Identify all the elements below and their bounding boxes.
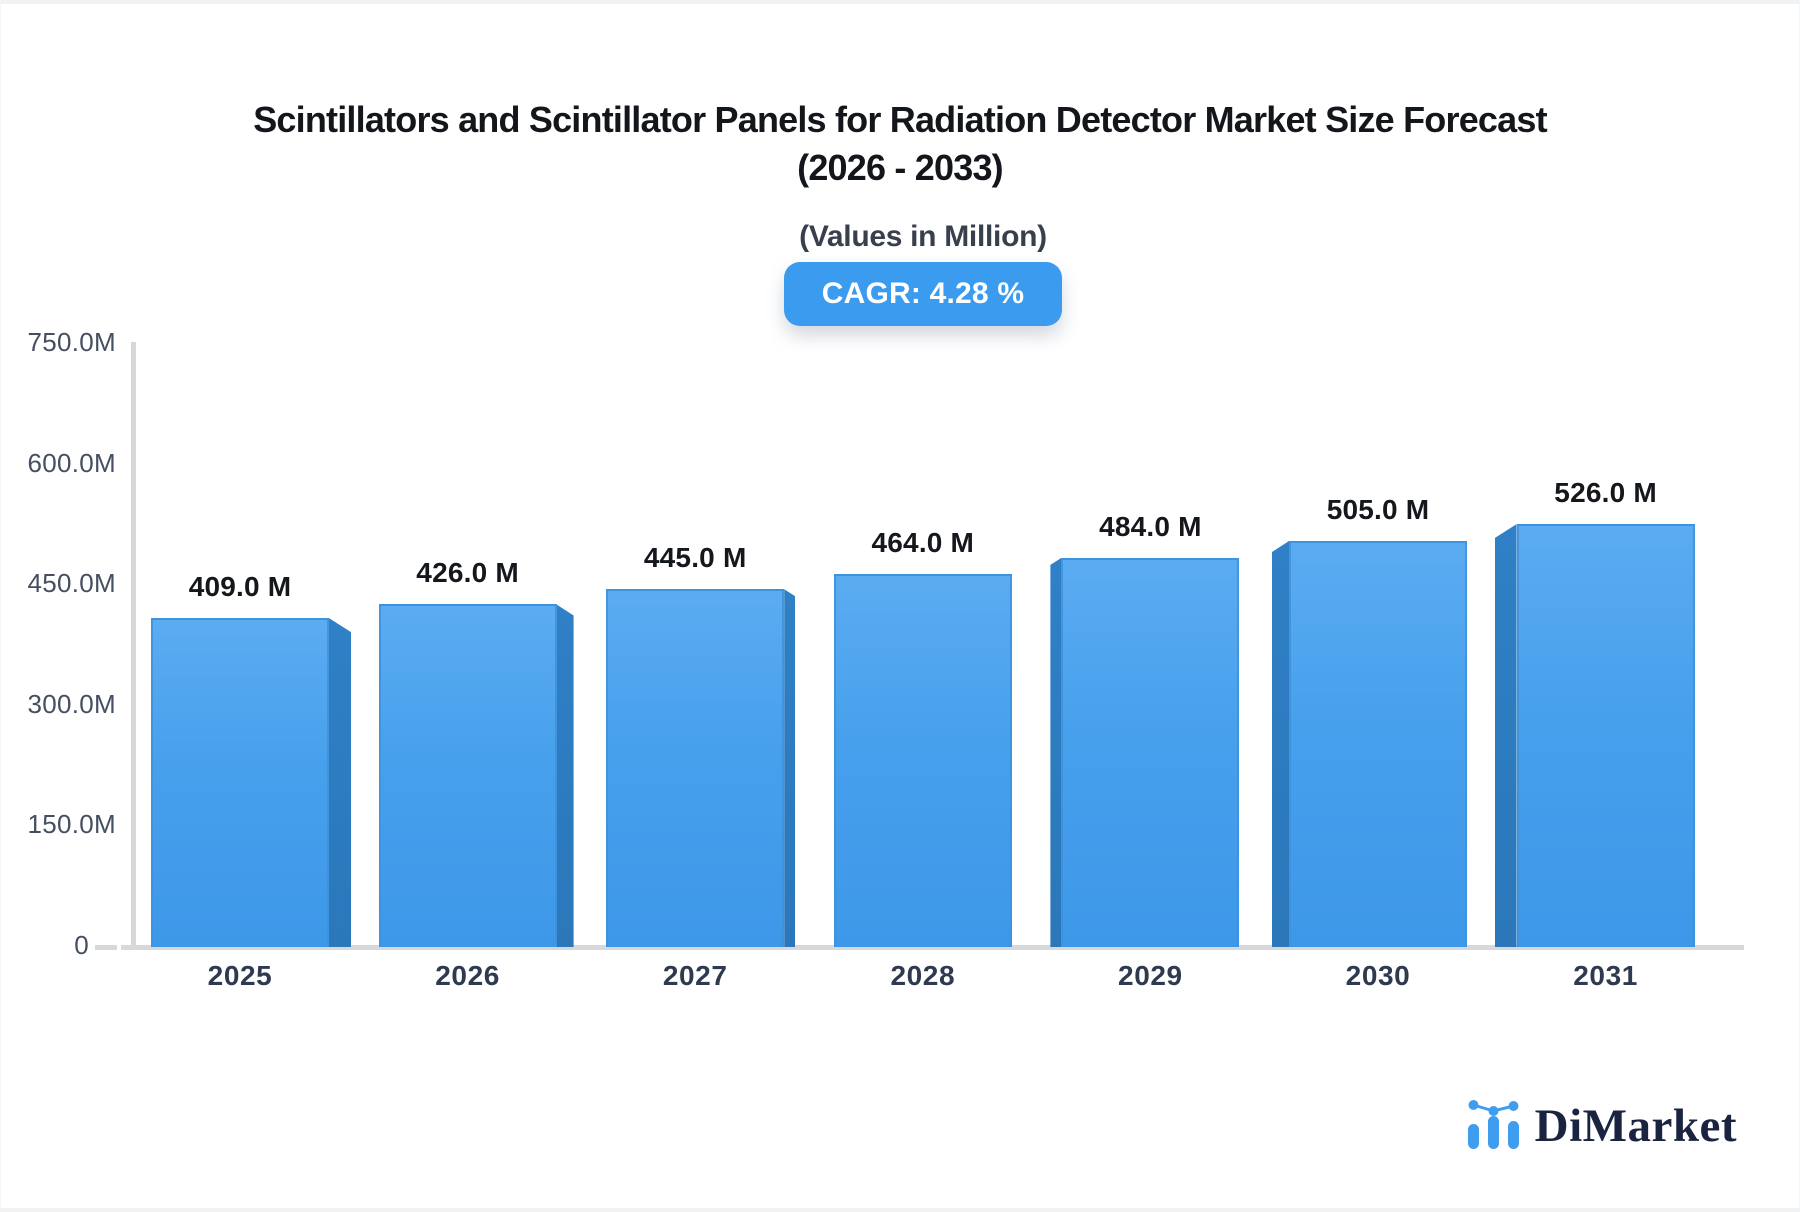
chart-title-line2: (2026 - 2033): [797, 147, 1004, 188]
chart-title-line1: Scintillators and Scintillator Panels fo…: [253, 99, 1547, 140]
bar-2026[interactable]: [378, 604, 557, 947]
bar-2030[interactable]: [1289, 540, 1467, 947]
bar-side-face-2031: [1494, 524, 1517, 947]
bar-2029[interactable]: [1061, 557, 1240, 947]
bar-value-label-2025: 409.0 M: [188, 571, 292, 603]
bar-side-face-2030: [1272, 540, 1289, 947]
y-tick-label: 450.0M: [27, 568, 116, 599]
x-axis-label-2030: 2030: [1345, 960, 1411, 991]
bar-2028[interactable]: [833, 573, 1012, 947]
zero-tick-mark: [95, 945, 117, 950]
bar-chart: 750.0M 600.0M 450.0M 300.0M 150.0M 0 409.0 M 20…: [1, 4, 1799, 1208]
brand-watermark: DiMarket: [1467, 1097, 1737, 1155]
bar-side-face-2025: [329, 618, 351, 947]
chart-header: Scintillators and Scintillator Panels fo…: [1, 96, 1799, 326]
y-tick-label: 750.0M: [27, 327, 116, 357]
y-tick-label: 300.0M: [27, 688, 116, 719]
bar-2025[interactable]: [151, 618, 329, 947]
cagr-badge: CAGR: 4.28 %: [783, 262, 1063, 326]
bar-2027[interactable]: [606, 589, 785, 947]
x-axis-label-2029: 2029: [1118, 960, 1183, 991]
bar-value-label-2029: 484.0 M: [1099, 510, 1202, 542]
brand-name: DiMarket: [1534, 1100, 1737, 1152]
x-axis-label-2031: 2031: [1573, 960, 1638, 991]
x-axis-label-2028: 2028: [890, 960, 956, 991]
bar-side-face-2027: [784, 589, 796, 947]
x-axis-label-2026: 2026: [435, 960, 500, 991]
bar-value-label-2027: 445.0 M: [643, 542, 747, 574]
x-axis-line: [121, 945, 1744, 950]
bar-value-label-2031: 526.0 M: [1554, 477, 1657, 509]
bar-side-face-2026: [556, 604, 574, 947]
x-axis-label-2027: 2027: [662, 960, 728, 991]
chart-subtitle: (Values in Million): [799, 220, 1047, 253]
y-tick-label: 150.0M: [27, 809, 116, 840]
y-axis-line: [131, 342, 136, 949]
y-tick-label: 600.0M: [27, 447, 116, 478]
bar-value-label-2028: 464.0 M: [871, 526, 975, 558]
y-tick-label: 0: [74, 930, 89, 960]
bar-side-face-2029: [1050, 557, 1062, 947]
bar-2031[interactable]: [1516, 524, 1695, 947]
bar-value-label-2026: 426.0 M: [416, 557, 519, 589]
bar-value-label-2030: 505.0 M: [1326, 493, 1430, 525]
x-axis-label-2025: 2025: [207, 960, 273, 991]
bar-chart-logo-icon: [1467, 1098, 1521, 1155]
